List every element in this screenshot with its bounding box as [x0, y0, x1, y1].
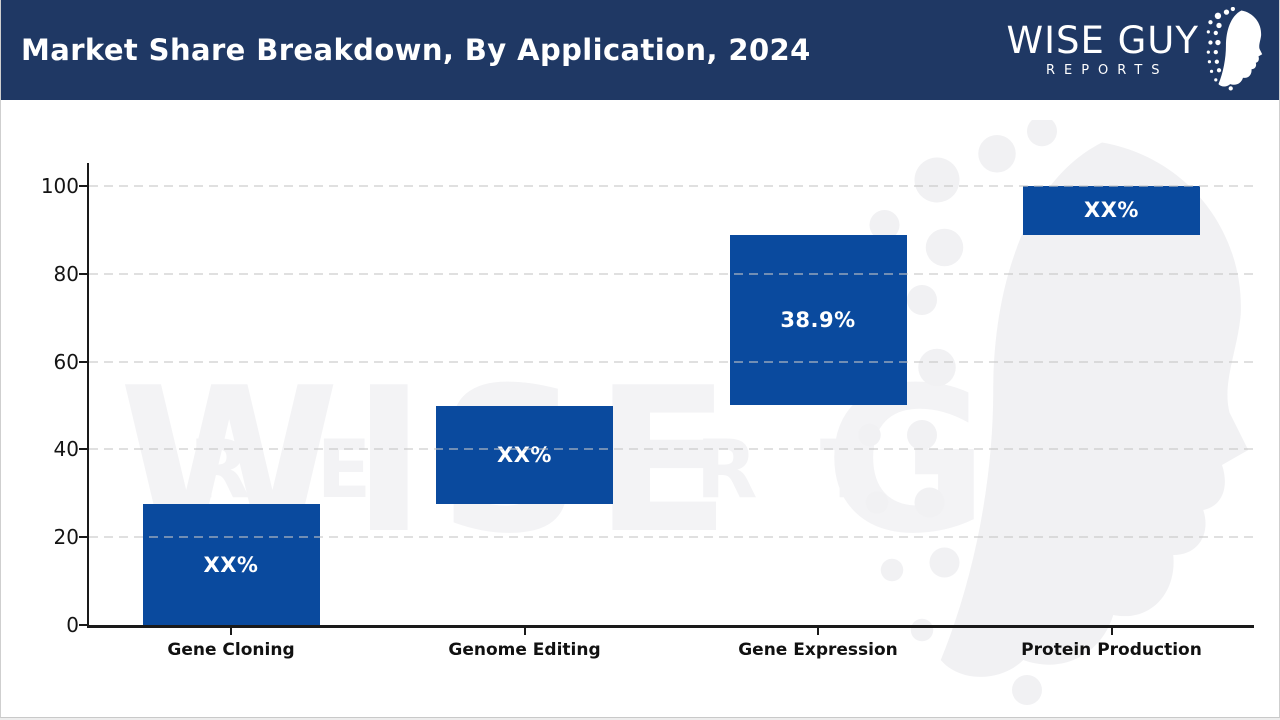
y-tickmark-60 [79, 360, 88, 363]
y-tickmark-40 [79, 448, 88, 451]
x-tickmark-gene-cloning [230, 628, 232, 635]
y-tickmark-80 [79, 272, 88, 275]
page-title: Market Share Breakdown, By Application, … [21, 33, 811, 67]
gridline-60 [89, 360, 1254, 363]
header: Market Share Breakdown, By Application, … [1, 0, 1279, 100]
waterfall-chart: XX% XX% 38.9% XX% 0 20 40 60 80 100 Gene Cloning Ge… [1, 100, 1279, 717]
gridline-100 [89, 185, 1254, 187]
bar-gene-expression: 38.9% [729, 234, 907, 406]
x-tickmark-genome-editing [523, 628, 526, 635]
y-tickmark-20 [79, 536, 88, 539]
bar-genome-editing: XX% [436, 405, 613, 505]
y-tickmark-100 [79, 185, 88, 187]
bar-value-label: XX% [203, 552, 259, 577]
gridline-40 [89, 448, 1254, 451]
y-tickmark-0 [79, 624, 88, 626]
bar-gene-cloning: XX% [142, 504, 320, 625]
bar-protein-production: XX% [1023, 186, 1200, 235]
bar-value-label: XX% [1084, 198, 1139, 223]
gridline-20 [89, 536, 1254, 539]
chart-area: WISE GU REPORT XX%XX%38.9%XX%02040608010… [1, 100, 1279, 717]
category-label-genome-editing: Genome Editing [448, 640, 601, 660]
category-label-gene-cloning: Gene Cloning [167, 640, 295, 660]
wise-guy-logo: WISE GUY REPORTS [1007, 0, 1267, 100]
y-tick-label-80: 80 [53, 261, 79, 286]
y-tick-label-100: 100 [40, 174, 79, 198]
y-tick-label-20: 20 [53, 525, 79, 550]
bar-value-label: 38.9% [780, 308, 856, 333]
dotted-head-icon [1203, 7, 1267, 93]
logo-line1: WISE GUY [1006, 19, 1199, 62]
y-axis [87, 163, 89, 627]
category-label-gene-expression: Gene Expression [738, 640, 898, 660]
category-label-protein-production: Protein Production [1021, 640, 1202, 660]
y-tick-label-60: 60 [53, 349, 79, 374]
y-tick-label-40: 40 [53, 437, 79, 462]
x-axis [87, 625, 1254, 628]
y-tick-label-0: 0 [66, 613, 79, 637]
x-tickmark-protein-production [1110, 628, 1113, 635]
x-tickmark-gene-expression [817, 628, 819, 635]
logo-line2: REPORTS [1045, 63, 1169, 78]
bar-value-label: XX% [497, 442, 552, 467]
logo-wordmark: WISE GUY REPORTS [1007, 22, 1199, 78]
gridline-80 [89, 272, 1254, 275]
